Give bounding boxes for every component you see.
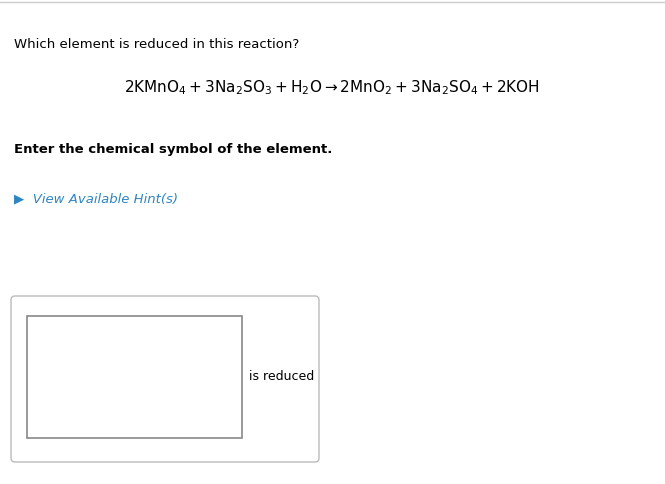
Text: Which element is reduced in this reaction?: Which element is reduced in this reactio… [14,38,299,51]
Text: Enter the chemical symbol of the element.: Enter the chemical symbol of the element… [14,143,332,156]
FancyBboxPatch shape [11,296,319,462]
Text: ▶  View Available Hint(s): ▶ View Available Hint(s) [14,192,178,205]
Bar [27,316,242,438]
Text: $\mathrm{2KMnO_4 + 3Na_2SO_3 + H_2O \rightarrow 2MnO_2 + 3Na_2SO_4 + 2KOH}$: $\mathrm{2KMnO_4 + 3Na_2SO_3 + H_2O \rig… [124,78,540,97]
Text: is reduced: is reduced [249,370,315,383]
